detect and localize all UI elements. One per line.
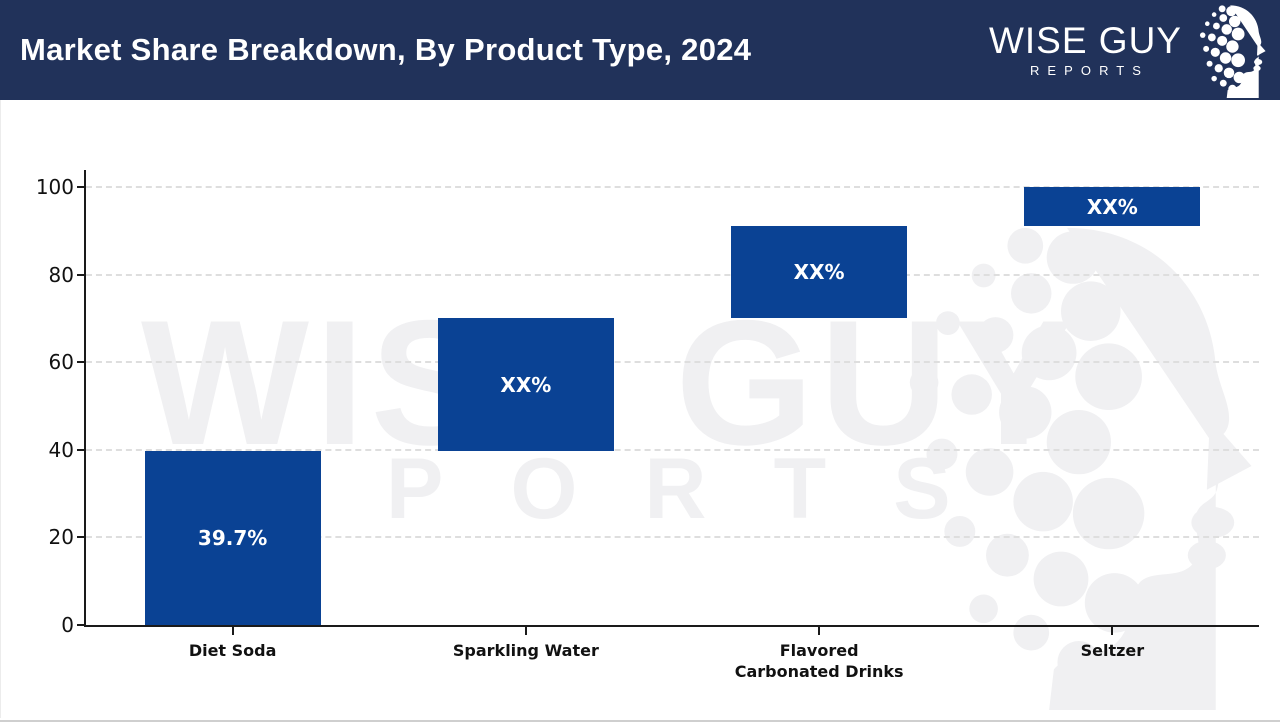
y-tick-mark — [77, 448, 86, 451]
header: Market Share Breakdown, By Product Type,… — [0, 0, 1280, 100]
bar — [144, 451, 321, 625]
y-axis-tick-label: 20 — [48, 525, 74, 550]
logo-head-icon — [1199, 5, 1266, 98]
bar-value-label: XX% — [793, 260, 845, 285]
y-axis-tick-label: 40 — [48, 437, 74, 462]
bar-value-label: XX% — [500, 372, 552, 397]
gridline — [86, 273, 1259, 276]
x-tick-mark — [1111, 627, 1114, 635]
y-axis-tick-label: 80 — [48, 262, 74, 287]
bar-value-label: 39.7% — [197, 526, 268, 551]
gridline — [86, 536, 1259, 539]
x-axis-category-label: Sparkling Water — [452, 641, 599, 660]
logo-subtext: REPORTS — [1029, 63, 1150, 78]
x-tick-mark — [524, 627, 527, 635]
wise-guy-logo: WISE GUY REPORTS — [989, 2, 1272, 98]
x-tick-mark — [231, 627, 234, 635]
y-tick-mark — [77, 273, 86, 276]
y-axis-tick-label: 100 — [35, 175, 74, 199]
y-tick-mark — [77, 361, 86, 364]
y-axis-line — [84, 170, 86, 627]
y-axis-tick-label: 0 — [61, 613, 74, 637]
page-title: Market Share Breakdown, By Product Type,… — [20, 32, 752, 67]
gridline — [86, 361, 1259, 364]
bar — [1024, 187, 1201, 227]
y-tick-mark — [77, 536, 86, 539]
gridline — [86, 448, 1259, 451]
bar — [437, 318, 614, 452]
bar — [731, 226, 908, 319]
x-axis-category-label: Seltzer — [1080, 641, 1145, 660]
chart-area: WISE GUY PORTS 0 20 40 60 80 100 39.7% Diet Sod… — [0, 100, 1280, 718]
y-axis-tick-label: 60 — [48, 350, 74, 375]
x-axis-category-label: Flavored Carbonated Drinks — [734, 641, 904, 681]
logo-wordmark: WISE GUY — [988, 20, 1182, 61]
x-tick-mark — [818, 627, 821, 635]
y-tick-mark — [77, 624, 86, 626]
bar-value-label: XX% — [1086, 194, 1138, 219]
logo-wordmark-block: WISE GUY REPORTS — [989, 22, 1182, 78]
x-axis-line — [84, 625, 1259, 627]
y-tick-mark — [77, 186, 86, 188]
x-axis-category-label: Diet Soda — [188, 641, 277, 660]
gridline — [86, 186, 1259, 188]
